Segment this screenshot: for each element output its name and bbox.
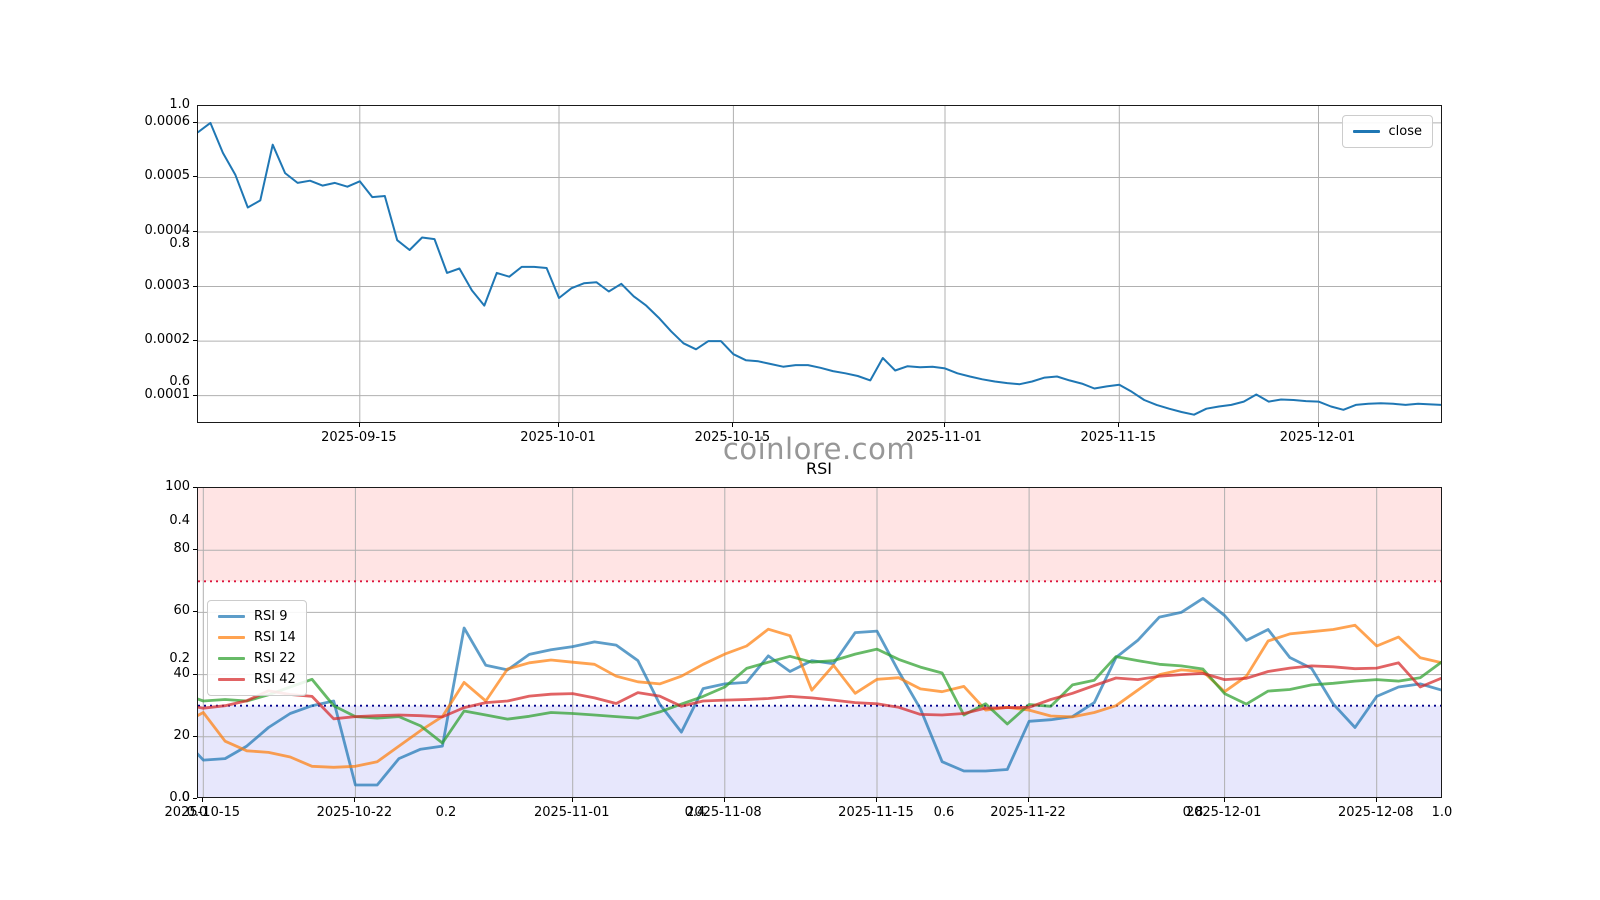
x-tick-label: 2025-11-15 bbox=[838, 805, 914, 820]
oversold-band bbox=[198, 705, 1441, 797]
y-tick-label: 80 bbox=[173, 541, 190, 557]
series-line-rsi-9 bbox=[198, 597, 1441, 787]
y-tick-label: 0.0001 bbox=[144, 386, 191, 402]
overlay-y-tick-label: 0.4 bbox=[169, 512, 190, 528]
rsi-chart-title: RSI bbox=[806, 459, 832, 478]
x-tick-mark bbox=[358, 423, 360, 427]
overbought-band bbox=[198, 488, 1441, 582]
overlay-y-tick-label: 0.6 bbox=[169, 374, 190, 390]
watermark: coinlore.com bbox=[722, 432, 916, 466]
x-tick-label: 2025-12-01 bbox=[1279, 430, 1356, 445]
y-tick-mark bbox=[193, 798, 197, 799]
y-tick-label: 0.0006 bbox=[144, 113, 191, 129]
legend-item: RSI 9 bbox=[218, 606, 296, 627]
legend-label: RSI 9 bbox=[254, 609, 288, 624]
x-tick-label: 2025-11-01 bbox=[533, 805, 610, 820]
series-line-rsi-22 bbox=[198, 647, 1441, 745]
series-line-close bbox=[198, 121, 1441, 416]
legend-item: RSI 14 bbox=[218, 627, 296, 648]
legend-line-sample bbox=[218, 678, 245, 681]
legend-item: close bbox=[1352, 121, 1422, 142]
y-tick-label: 40 bbox=[173, 665, 190, 681]
x-tick-mark bbox=[1118, 423, 1120, 427]
y-tick-label: 100 bbox=[165, 479, 190, 494]
overlay-x-tick-label: 0.0 bbox=[186, 805, 208, 820]
price-legend: close bbox=[1341, 115, 1433, 148]
x-tick-label: 2025-12-01 bbox=[1185, 805, 1262, 820]
overlay-x-tick-label: 0.6 bbox=[933, 805, 955, 820]
legend-label: close bbox=[1388, 124, 1422, 139]
overlay-y-tick-label: 0.2 bbox=[169, 651, 190, 667]
legend-line-sample bbox=[218, 615, 245, 618]
x-tick-mark bbox=[354, 798, 356, 802]
legend-item: RSI 42 bbox=[218, 669, 296, 690]
overlay-x-tick-label: 0.8 bbox=[1182, 805, 1204, 820]
y-tick-label: 20 bbox=[173, 727, 190, 743]
y-tick-label: 60 bbox=[173, 603, 190, 619]
overlay-x-tick-label: 0.2 bbox=[435, 805, 457, 820]
y-tick-label: 0.0002 bbox=[144, 332, 191, 348]
overlay-x-tick-label: 0.4 bbox=[684, 805, 706, 820]
overlay-y-tick-label: 0.8 bbox=[169, 235, 190, 251]
y-tick-label: 0.0003 bbox=[144, 277, 191, 293]
x-tick-mark bbox=[875, 798, 877, 802]
x-tick-label: 2025-11-22 bbox=[990, 805, 1066, 820]
overlay-y-tick-label: 1.0 bbox=[169, 97, 190, 112]
overlay-x-tick-label: 1.0 bbox=[1431, 805, 1453, 820]
x-tick-mark bbox=[944, 423, 945, 427]
y-tick-label: 0 bbox=[181, 790, 190, 805]
x-tick-mark bbox=[1028, 798, 1030, 802]
x-tick-mark bbox=[1375, 798, 1377, 802]
y-tick-label: 0.0005 bbox=[144, 168, 191, 184]
series-line-rsi-14 bbox=[198, 623, 1441, 769]
legend-line-sample bbox=[218, 636, 245, 639]
y-tick-label: 0.0004 bbox=[144, 223, 191, 238]
x-tick-label: 2025-10-22 bbox=[316, 805, 393, 820]
series-line-rsi-42 bbox=[198, 661, 1441, 721]
x-tick-mark bbox=[558, 423, 560, 427]
x-tick-label: 2025-12-08 bbox=[1337, 805, 1414, 820]
x-tick-mark bbox=[202, 798, 204, 802]
legend-label: RSI 14 bbox=[254, 630, 296, 645]
rsi-legend: RSI 9 RSI 14 RSI 22 RSI 42 bbox=[207, 600, 307, 696]
x-tick-mark bbox=[571, 798, 573, 802]
legend-label: RSI 42 bbox=[254, 672, 296, 687]
x-tick-mark bbox=[1317, 423, 1319, 427]
x-tick-label: 2025-09-15 bbox=[321, 430, 397, 445]
legend-item: RSI 22 bbox=[218, 648, 296, 669]
legend-line-sample bbox=[218, 657, 245, 660]
legend-line-sample bbox=[1352, 130, 1380, 133]
rsi-chart-canvas bbox=[198, 488, 1441, 797]
legend-label: RSI 22 bbox=[254, 651, 296, 666]
x-tick-mark bbox=[1223, 798, 1225, 802]
x-tick-label: 2025-10-15 bbox=[164, 805, 241, 820]
rsi-chart: RSI 9 RSI 14 RSI 22 RSI 42 bbox=[197, 487, 1442, 798]
overlay-y-tick-label: 0.0 bbox=[169, 790, 190, 805]
x-tick-label: 2025-11-08 bbox=[686, 805, 762, 820]
x-tick-mark bbox=[732, 423, 734, 427]
price-chart-canvas bbox=[198, 106, 1441, 422]
price-chart: close bbox=[197, 105, 1442, 423]
x-tick-mark bbox=[723, 798, 725, 802]
